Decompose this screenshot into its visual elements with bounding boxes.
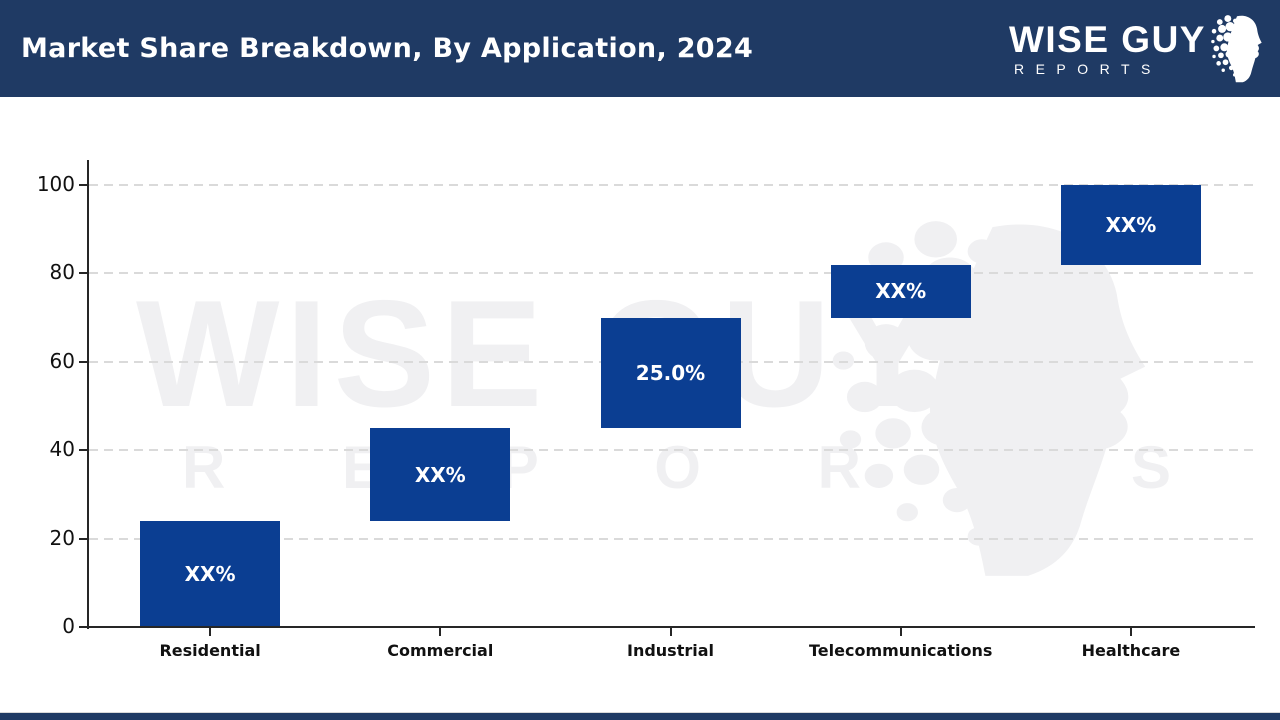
y-tick-label: 100	[36, 172, 75, 196]
x-axis-label-residential: Residential	[159, 641, 261, 660]
header: Market Share Breakdown, By Application, …	[0, 0, 1280, 97]
bar-value-label: XX%	[184, 561, 236, 586]
y-tick	[79, 360, 88, 363]
x-axis-label-industrial: Industrial	[626, 641, 714, 660]
bar-value-label: XX%	[1105, 212, 1157, 237]
y-tick	[79, 184, 88, 186]
logo-face-icon	[1211, 14, 1262, 82]
x-tick	[899, 628, 902, 636]
logo-subtitle: REPORTS	[1013, 61, 1162, 77]
bar-value-label: 25.0%	[635, 360, 706, 385]
x-axis-baseline	[87, 626, 1255, 628]
y-tick	[79, 272, 88, 275]
x-axis-label-telecommunications: Telecommunications	[808, 641, 993, 660]
y-gridline	[89, 537, 1255, 540]
bar-value-label: XX%	[414, 462, 466, 487]
y-gridline	[89, 449, 1255, 452]
x-axis-label-commercial: Commercial	[387, 641, 494, 660]
y-tick-label: 40	[49, 437, 75, 462]
page-title: Market Share Breakdown, By Application, …	[21, 33, 754, 64]
bar-telecommunications: XX%	[830, 264, 971, 318]
logo-text: WISE GUY REPORTS	[1009, 21, 1206, 76]
logo-wordmark: WISE GUY	[1008, 19, 1206, 60]
y-gridline	[89, 184, 1255, 186]
y-tick-label: 0	[62, 614, 75, 638]
y-tick-label: 60	[49, 348, 75, 373]
footer-bar	[0, 712, 1280, 720]
y-tick-label: 20	[49, 525, 75, 550]
y-tick	[79, 537, 88, 540]
chart-area: WISE GUY R E P O R T S 0 20 40 60 80 100 XX% Re…	[0, 97, 1280, 713]
bar-residential: XX%	[140, 520, 281, 627]
y-gridline	[89, 272, 1255, 275]
watermark-wordmark: WISE GUY	[136, 269, 945, 439]
y-axis-spine	[87, 160, 89, 629]
x-tick	[669, 628, 672, 636]
x-axis-label-healthcare: Healthcare	[1081, 641, 1181, 660]
x-tick	[209, 628, 212, 636]
x-tick	[1129, 628, 1132, 636]
y-tick-label: 80	[49, 260, 75, 285]
bar-industrial: 25.0%	[600, 317, 741, 429]
bar-healthcare: XX%	[1060, 185, 1201, 265]
wise-guy-logo: WISE GUY REPORTS	[1009, 14, 1266, 84]
y-tick	[79, 449, 88, 452]
y-tick	[79, 626, 88, 628]
bar-commercial: XX%	[370, 428, 511, 521]
bar-value-label: XX%	[875, 279, 927, 304]
x-tick	[439, 628, 442, 636]
